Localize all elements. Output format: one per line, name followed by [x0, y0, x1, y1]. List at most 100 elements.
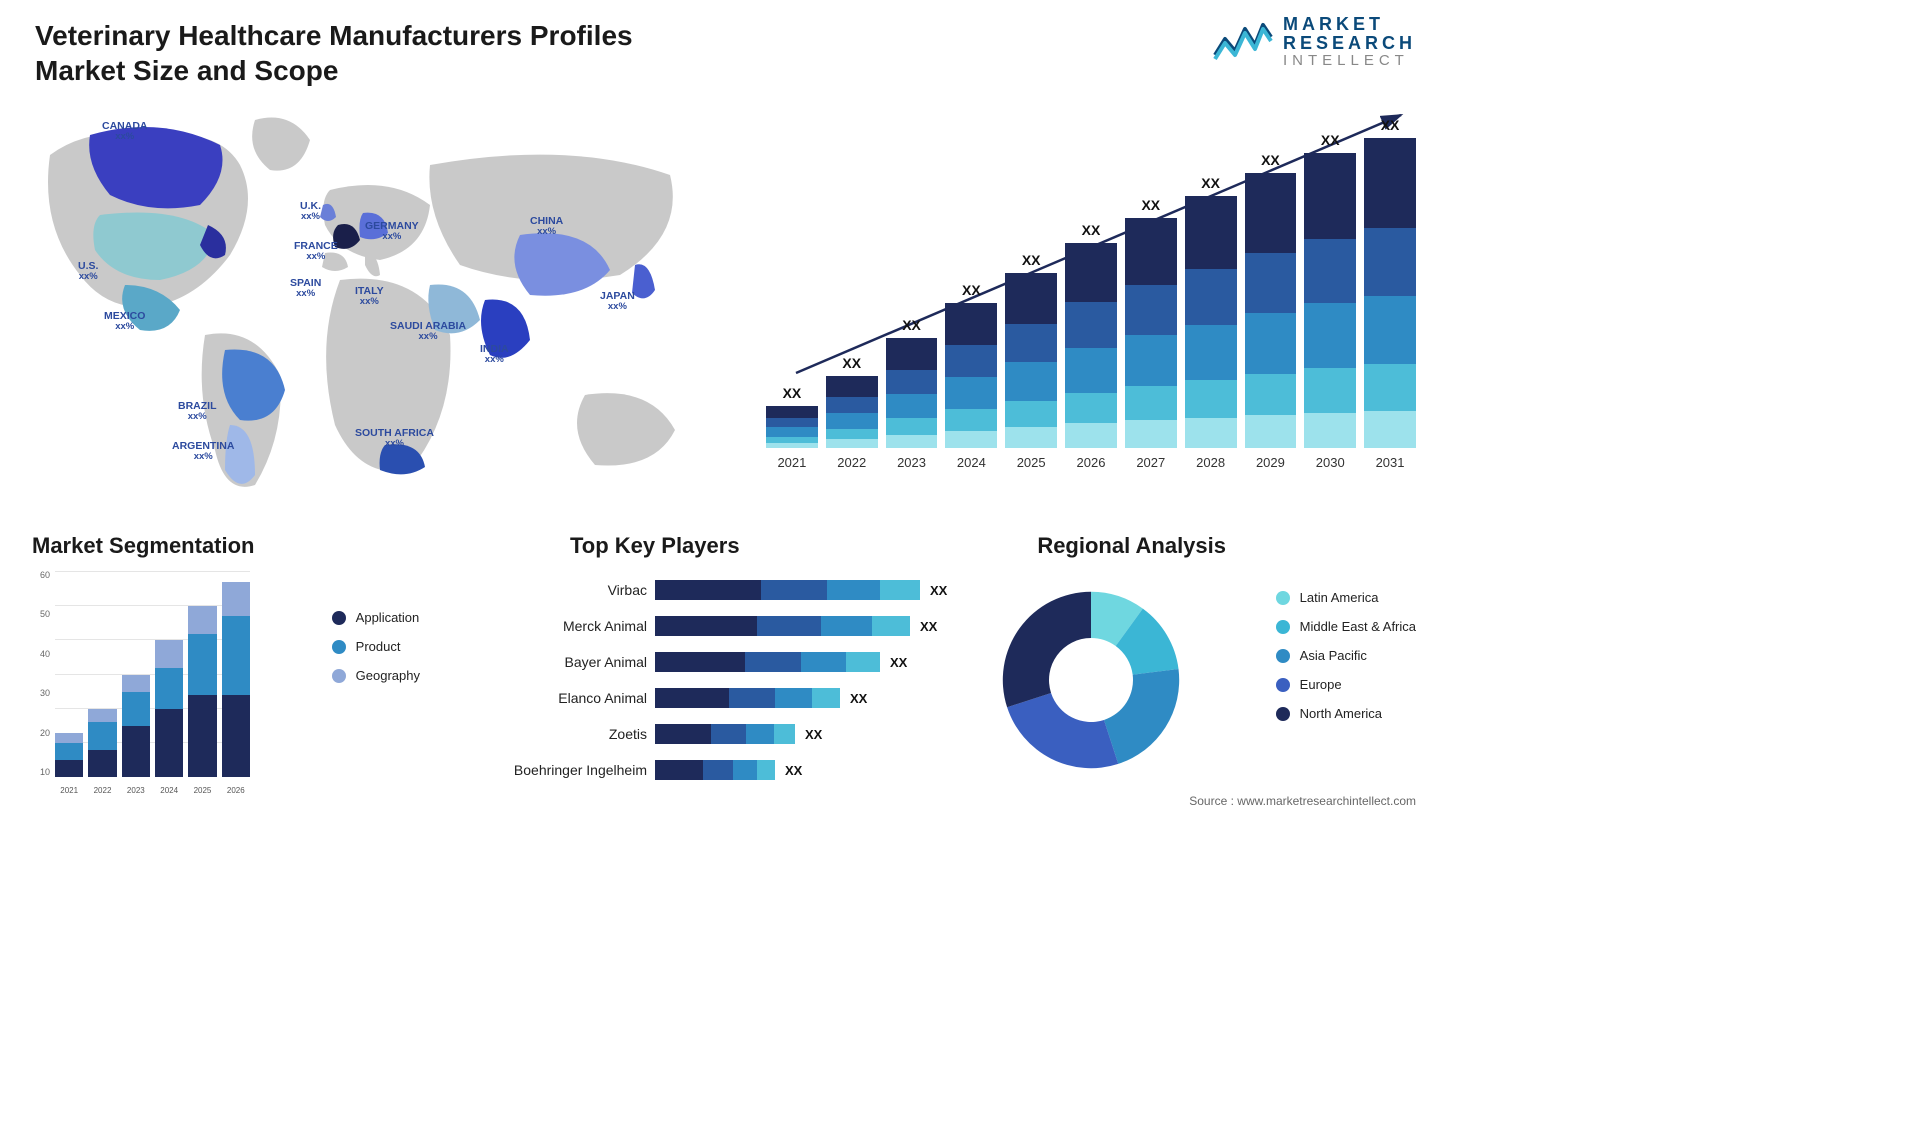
seg-x-label: 2021: [55, 786, 83, 795]
map-label: SPAINxx%: [290, 277, 321, 300]
seg-bar: [222, 582, 250, 777]
seg-y-axis: 605040302010: [30, 570, 50, 777]
players-title: Top Key Players: [570, 533, 740, 559]
map-label: JAPANxx%: [600, 290, 635, 313]
seg-legend: ApplicationProductGeography: [332, 610, 420, 683]
main-x-label: 2031: [1364, 455, 1416, 470]
main-x-label: 2026: [1065, 455, 1117, 470]
donut-slice: [1007, 693, 1118, 768]
seg-x-label: 2026: [222, 786, 250, 795]
main-bar: XX: [1125, 218, 1177, 448]
main-x-label: 2028: [1185, 455, 1237, 470]
player-name: Elanco Animal: [495, 690, 655, 706]
seg-bar: [55, 733, 83, 777]
bar-value-label: XX: [1141, 197, 1160, 213]
seg-bar: [188, 606, 216, 777]
bar-value-label: XX: [783, 385, 802, 401]
main-x-label: 2029: [1245, 455, 1297, 470]
main-bar: XX: [1364, 138, 1416, 448]
bar-value-label: XX: [1022, 252, 1041, 268]
bar-value-label: XX: [1321, 132, 1340, 148]
bar-value-label: XX: [1201, 175, 1220, 191]
player-bar: [655, 760, 775, 780]
main-x-label: 2027: [1125, 455, 1177, 470]
player-value: XX: [890, 655, 907, 670]
main-x-label: 2030: [1304, 455, 1356, 470]
player-bar: [655, 688, 840, 708]
player-row: ZoetisXX: [495, 719, 965, 749]
player-name: Boehringer Ingelheim: [495, 762, 655, 778]
main-x-label: 2021: [766, 455, 818, 470]
main-x-label: 2022: [826, 455, 878, 470]
regional-donut: Latin AmericaMiddle East & AfricaAsia Pa…: [986, 570, 1416, 790]
map-label: ITALYxx%: [355, 285, 384, 308]
player-row: Merck AnimalXX: [495, 611, 965, 641]
map-label: SOUTH AFRICAxx%: [355, 427, 434, 450]
donut-slice: [1003, 592, 1091, 707]
logo-line3: INTELLECT: [1283, 53, 1416, 69]
donut-svg: [986, 575, 1196, 785]
map-label: CHINAxx%: [530, 215, 563, 238]
map-label: CANADAxx%: [102, 120, 148, 143]
player-value: XX: [930, 583, 947, 598]
player-name: Virbac: [495, 582, 655, 598]
player-value: XX: [785, 763, 802, 778]
donut-legend-item: Latin America: [1276, 590, 1416, 605]
player-bar: [655, 580, 920, 600]
seg-x-label: 2023: [122, 786, 150, 795]
main-x-label: 2023: [886, 455, 938, 470]
player-row: Bayer Animal XX: [495, 647, 965, 677]
main-bar: XX: [1185, 196, 1237, 448]
bar-value-label: XX: [1261, 152, 1280, 168]
player-bar: [655, 652, 880, 672]
player-name: Zoetis: [495, 726, 655, 742]
donut-legend-item: Asia Pacific: [1276, 648, 1416, 663]
donut-legend-item: Europe: [1276, 677, 1416, 692]
donut-slice: [1104, 669, 1179, 764]
brand-logo: MARKET RESEARCH INTELLECT: [1213, 15, 1416, 69]
map-label: INDIAxx%: [480, 343, 509, 366]
seg-xlabels: 202120222023202420252026: [55, 786, 250, 795]
main-bar: XX: [1005, 273, 1057, 448]
segmentation-chart: 605040302010 202120222023202420252026 Ap…: [30, 570, 420, 795]
segmentation-title: Market Segmentation: [32, 533, 255, 559]
main-bar: XX: [886, 338, 938, 448]
seg-legend-item: Geography: [332, 668, 420, 683]
main-bar: XX: [1065, 243, 1117, 448]
main-bar: XX: [766, 406, 818, 448]
source-note: Source : www.marketresearchintellect.com: [1189, 794, 1416, 808]
player-name: Merck Animal: [495, 618, 655, 634]
main-bar: XX: [1245, 173, 1297, 448]
player-name: Bayer Animal: [495, 654, 655, 670]
seg-bars: [55, 572, 250, 777]
donut-legend-item: North America: [1276, 706, 1416, 721]
map-label: U.S.xx%: [78, 260, 98, 283]
donut-legend: Latin AmericaMiddle East & AfricaAsia Pa…: [1276, 590, 1416, 721]
main-bar-chart: XXXXXXXXXXXXXXXXXXXXXX 20212022202320242…: [766, 105, 1416, 470]
player-row: Virbac XX: [495, 575, 965, 605]
seg-x-label: 2024: [155, 786, 183, 795]
map-label: ARGENTINAxx%: [172, 440, 234, 463]
seg-legend-item: Product: [332, 639, 420, 654]
map-label: SAUDI ARABIAxx%: [390, 320, 466, 343]
player-row: Elanco Animal XX: [495, 683, 965, 713]
logo-line1: MARKET: [1283, 15, 1416, 34]
player-row: Boehringer Ingelheim XX: [495, 755, 965, 785]
bar-value-label: XX: [1082, 222, 1101, 238]
main-x-label: 2024: [945, 455, 997, 470]
seg-x-label: 2025: [188, 786, 216, 795]
map-label: GERMANYxx%: [365, 220, 419, 243]
bar-value-label: XX: [842, 355, 861, 371]
seg-bar: [155, 640, 183, 777]
bar-value-label: XX: [962, 282, 981, 298]
map-label: FRANCExx%: [294, 240, 338, 263]
page-title: Veterinary Healthcare Manufacturers Prof…: [35, 18, 715, 88]
player-value: XX: [850, 691, 867, 706]
map-label: BRAZILxx%: [178, 400, 217, 423]
main-x-label: 2025: [1005, 455, 1057, 470]
bar-value-label: XX: [1381, 117, 1400, 133]
seg-bar: [88, 709, 116, 777]
main-chart-bars: XXXXXXXXXXXXXXXXXXXXXX: [766, 133, 1416, 448]
key-players-chart: VirbacXXMerck AnimalXXBayer AnimalXXElan…: [495, 575, 965, 790]
logo-line2: RESEARCH: [1283, 34, 1416, 53]
